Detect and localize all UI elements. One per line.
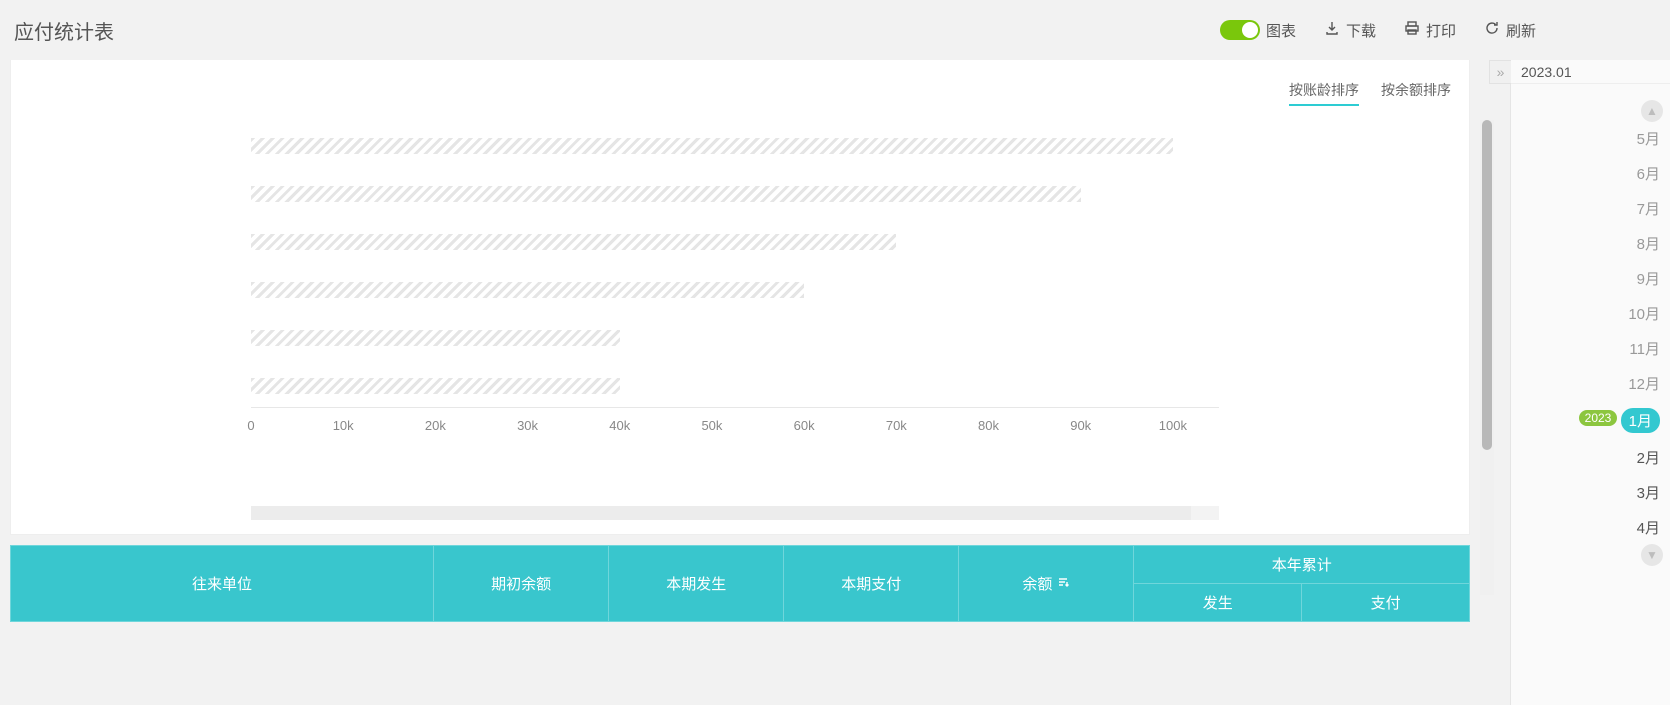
chevron-up-double-icon: ▲ xyxy=(1646,104,1658,118)
chart-x-tick: 10k xyxy=(333,418,354,433)
table-header-wrap: 往来单位 期初余额 本期发生 本期支付 余额 xyxy=(10,545,1470,622)
chart-x-tick: 0 xyxy=(247,418,254,433)
period-nav-collapse-button[interactable]: » xyxy=(1489,60,1511,84)
chart-x-tick: 80k xyxy=(978,418,999,433)
refresh-icon xyxy=(1484,20,1500,40)
chart-x-tick: 20k xyxy=(425,418,446,433)
chart-horizontal-scrollbar[interactable] xyxy=(251,506,1219,520)
period-month-item[interactable]: 7月 xyxy=(1626,198,1660,219)
chart-bar xyxy=(251,138,1173,154)
chart-toggle-switch[interactable] xyxy=(1220,20,1260,40)
chart-x-tick: 40k xyxy=(609,418,630,433)
period-month-item[interactable]: 5月 xyxy=(1626,128,1660,149)
download-icon xyxy=(1324,20,1340,40)
col-current-pay[interactable]: 本期支付 xyxy=(784,546,959,622)
chevron-down-double-icon: ▼ xyxy=(1646,548,1658,562)
refresh-label: 刷新 xyxy=(1506,20,1536,41)
period-year-badge: 2023 xyxy=(1579,410,1618,426)
period-month-list: 5月 6月 7月 8月 9月 10月 11月 12月 1月2023 2月 3月 4月 xyxy=(1511,128,1670,538)
chart-area: 010k20k30k40k50k60k70k80k90k100k xyxy=(251,138,1219,458)
sort-tab-by-age[interactable]: 按账龄排序 xyxy=(1289,80,1359,106)
period-scroll-down-button[interactable]: ▼ xyxy=(1641,544,1663,566)
sort-desc-icon xyxy=(1056,575,1070,593)
col-balance-label: 余额 xyxy=(1022,573,1052,594)
sort-tab-by-balance[interactable]: 按余额排序 xyxy=(1381,80,1451,106)
print-label: 打印 xyxy=(1426,20,1456,41)
header-actions: 图表 下载 打印 xyxy=(1220,20,1656,41)
data-table-header: 往来单位 期初余额 本期发生 本期支付 余额 xyxy=(10,545,1470,622)
chart-x-tick: 70k xyxy=(886,418,907,433)
col-ytd-pay[interactable]: 支付 xyxy=(1302,584,1470,622)
chart-card: 按账龄排序 按余额排序 0 10k 20k 30k 40k 50k 60k 70k 80k 90k… xyxy=(10,60,1470,535)
chart-x-tick: 30k xyxy=(517,418,538,433)
period-month-item[interactable]: 8月 xyxy=(1626,233,1660,254)
col-ytd-occur[interactable]: 发生 xyxy=(1134,584,1302,622)
period-month-item[interactable]: 11月 xyxy=(1626,338,1660,359)
period-month-item[interactable]: 6月 xyxy=(1626,163,1660,184)
chart-toggle-action[interactable]: 图表 xyxy=(1220,20,1296,41)
col-current-occur[interactable]: 本期发生 xyxy=(609,546,784,622)
page-header: 应付统计表 图表 下载 打印 xyxy=(0,0,1670,60)
chart-toggle-knob xyxy=(1242,22,1258,38)
chart-bars xyxy=(251,138,1219,408)
period-month-item[interactable]: 12月 xyxy=(1626,373,1660,394)
col-ytd-group: 本年累计 xyxy=(1134,546,1470,584)
chevron-right-double-icon: » xyxy=(1497,64,1505,80)
chart-bar xyxy=(251,330,620,346)
period-month-item[interactable]: 2月 xyxy=(1626,447,1660,468)
period-scroll-up-button[interactable]: ▲ xyxy=(1641,100,1663,122)
period-month-item[interactable]: 3月 xyxy=(1626,482,1660,503)
chart-x-tick: 90k xyxy=(1070,418,1091,433)
period-current-label[interactable]: 2023.01 xyxy=(1511,60,1670,84)
sort-tabs: 按账龄排序 按余额排序 xyxy=(1289,80,1451,106)
period-month-item[interactable]: 4月 xyxy=(1626,517,1660,538)
chart-x-tick: 60k xyxy=(794,418,815,433)
chart-hscroll-thumb[interactable] xyxy=(251,506,1191,520)
period-month-item[interactable]: 1月2023 xyxy=(1621,408,1660,433)
period-nav: » 2023.01 ▲ 5月6月7月8月9月10月11月12月1月20232月3… xyxy=(1510,60,1670,705)
chart-x-tick: 50k xyxy=(701,418,722,433)
chart-bar xyxy=(251,378,620,394)
page-title: 应付统计表 xyxy=(14,16,114,45)
main-column: 按账龄排序 按余额排序 0 10k 20k 30k 40k 50k 60k 70k 80k 90k… xyxy=(0,60,1480,622)
col-balance[interactable]: 余额 xyxy=(959,546,1134,622)
download-label: 下载 xyxy=(1346,20,1376,41)
chart-bar xyxy=(251,234,896,250)
period-scroll: ▲ 5月 6月 7月 8月 9月 10月 11月 12月 1月2023 2月 3月 4月 ▼ xyxy=(1511,94,1670,695)
chart-toggle-label: 图表 xyxy=(1266,20,1296,41)
col-opening-balance[interactable]: 期初余额 xyxy=(434,546,609,622)
print-icon xyxy=(1404,20,1420,40)
chart-bar xyxy=(251,282,804,298)
chart-x-tick: 100k xyxy=(1159,418,1187,433)
chart-bar xyxy=(251,186,1081,202)
refresh-button[interactable]: 刷新 xyxy=(1484,20,1536,41)
period-month-item[interactable]: 9月 xyxy=(1626,268,1660,289)
chart-x-axis: 010k20k30k40k50k60k70k80k90k100k xyxy=(251,418,1219,438)
col-unit[interactable]: 往来单位 xyxy=(11,546,434,622)
print-button[interactable]: 打印 xyxy=(1404,20,1456,41)
main-vertical-scrollbar[interactable] xyxy=(1480,120,1494,595)
download-button[interactable]: 下载 xyxy=(1324,20,1376,41)
main-vertical-scrollbar-thumb[interactable] xyxy=(1482,120,1492,450)
period-month-item[interactable]: 10月 xyxy=(1626,303,1660,324)
